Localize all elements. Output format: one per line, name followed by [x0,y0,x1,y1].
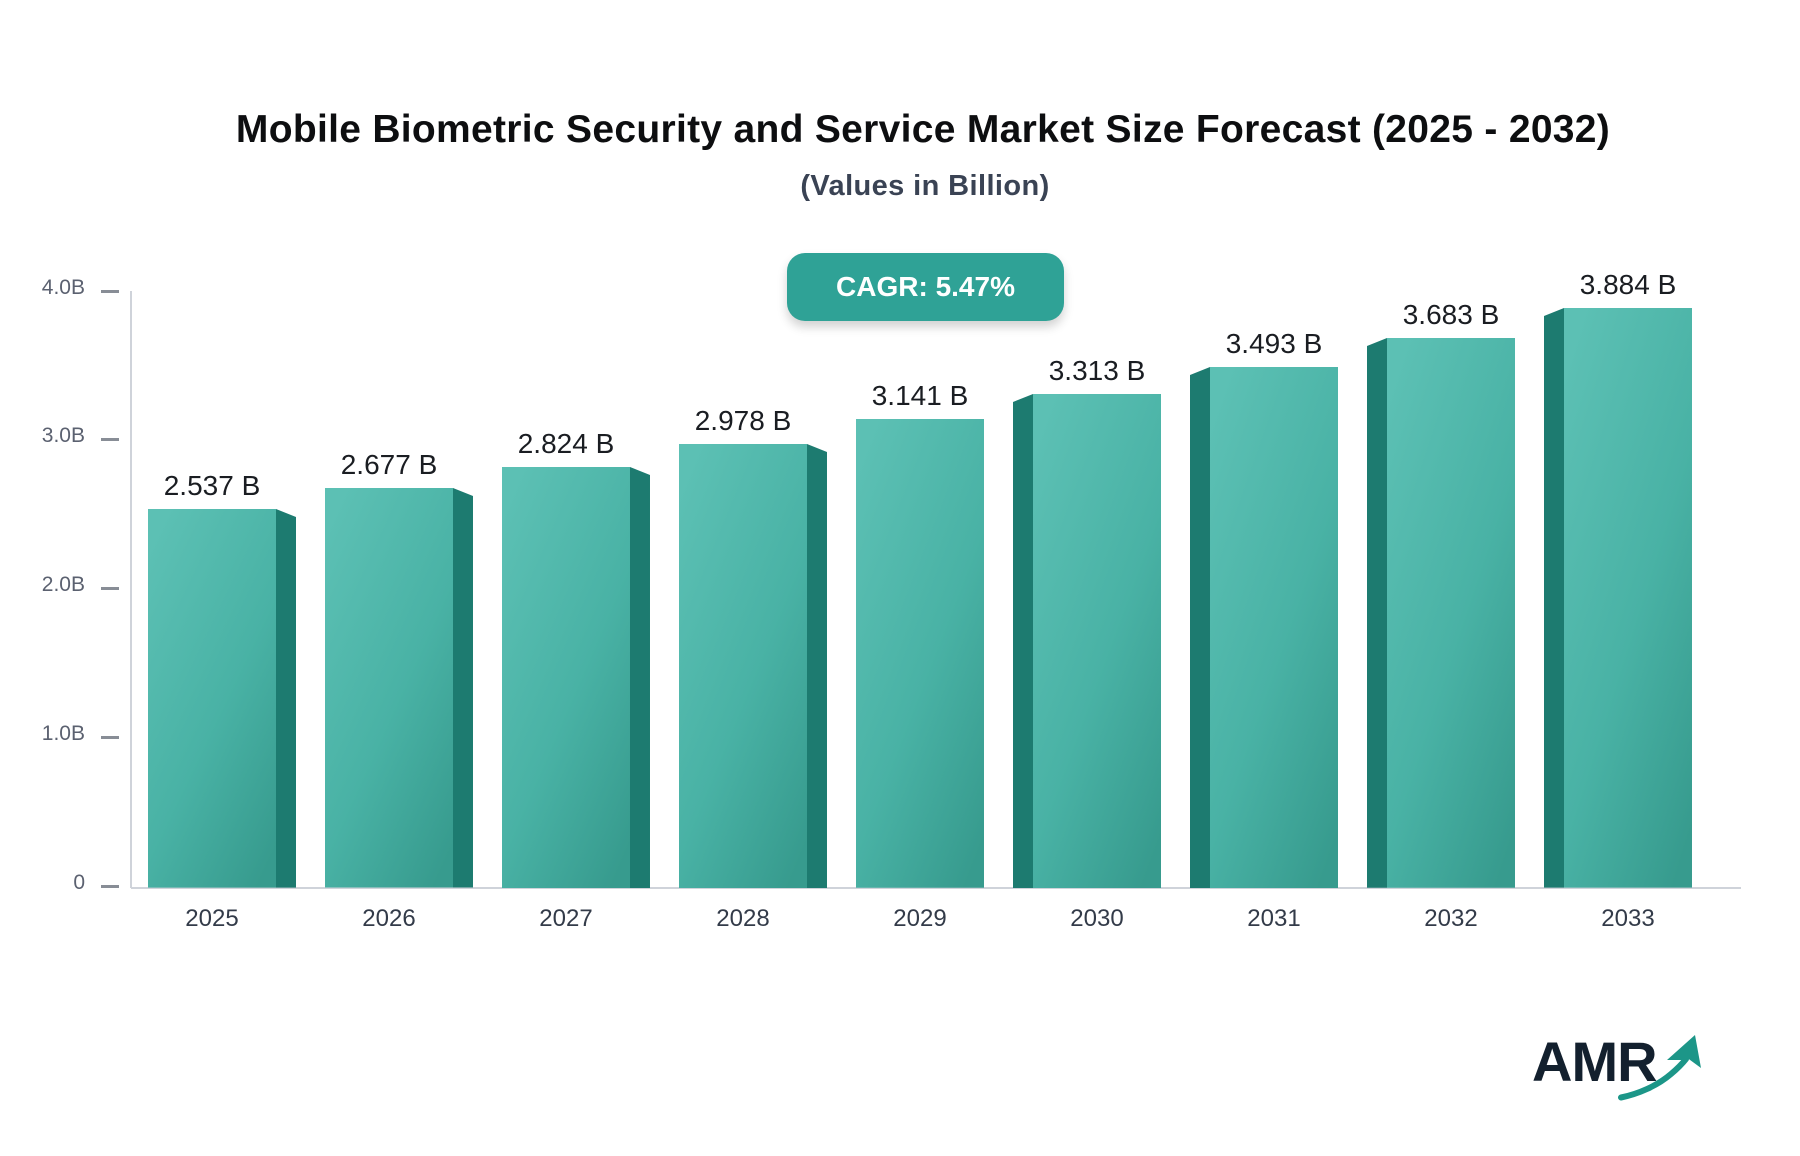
svg-text:AMR: AMR [1532,1030,1657,1093]
